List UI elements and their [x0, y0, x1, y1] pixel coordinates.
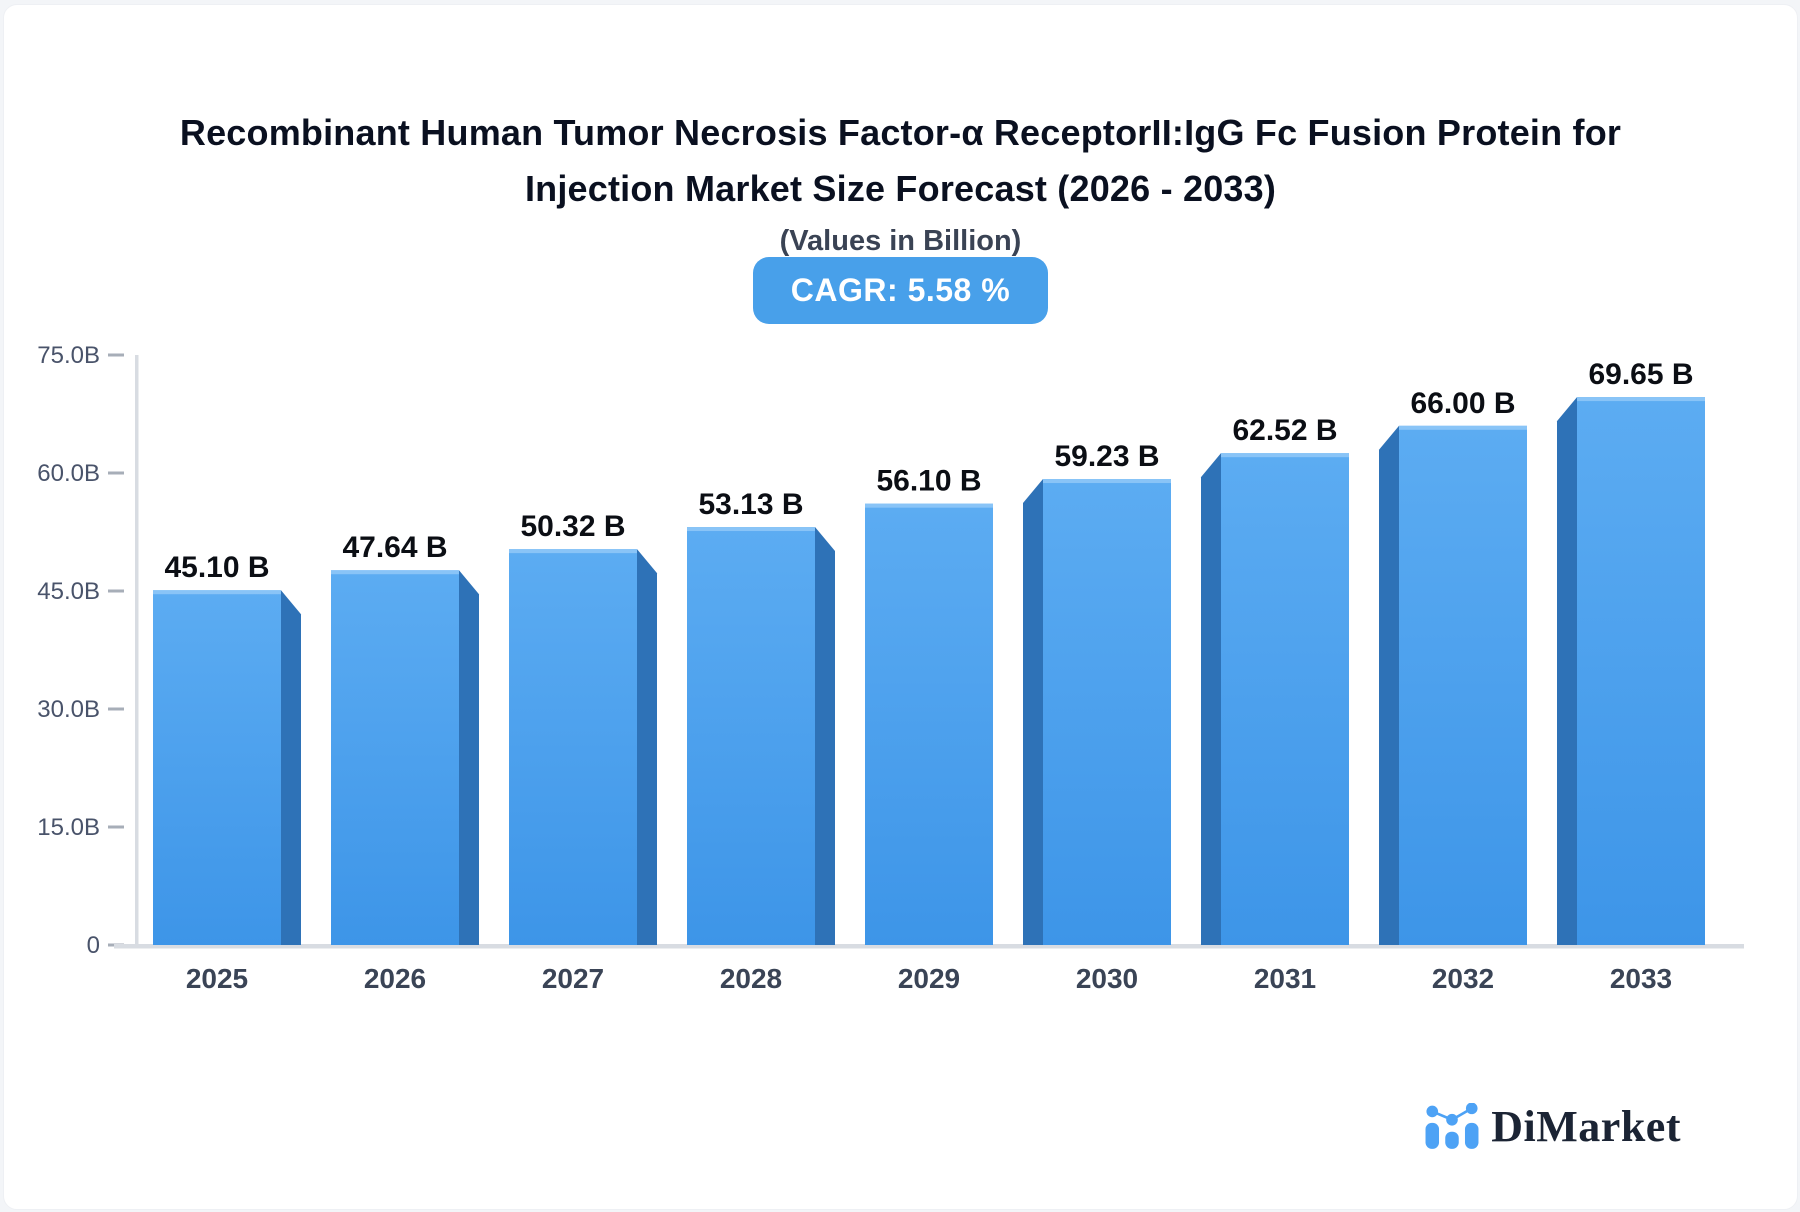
bar-value-label: 50.32 B — [520, 510, 625, 543]
bar-top-highlight — [1399, 425, 1527, 430]
bar-front-face — [153, 590, 281, 945]
bar-2030: 59.23 B 2030 — [1023, 440, 1171, 994]
bar-front-face — [865, 503, 993, 945]
bar-side-face — [1201, 453, 1221, 945]
bar-2025: 45.10 B 2025 — [153, 551, 301, 994]
bar-front-face — [1043, 479, 1171, 945]
x-axis-category-label: 2032 — [1432, 963, 1494, 994]
x-axis-line — [114, 944, 1744, 949]
y-tick-mark — [108, 471, 124, 475]
x-axis-category-label: 2033 — [1610, 963, 1672, 994]
bar-2026: 47.64 B 2026 — [331, 531, 479, 994]
y-tick-label: 0 — [87, 932, 100, 959]
bar-value-label: 56.10 B — [876, 465, 981, 498]
bar-top-highlight — [509, 549, 637, 554]
bar-top-highlight — [1043, 479, 1171, 484]
bar-2027: 50.32 B 2027 — [509, 510, 657, 994]
chart-subtitle: (Values in Billion) — [779, 225, 1022, 257]
y-axis-line — [135, 355, 139, 945]
bar-value-label: 47.64 B — [342, 531, 447, 564]
bar-side-face — [1557, 397, 1577, 945]
bar-side-face — [815, 527, 835, 945]
bar-2033: 69.65 B 2033 — [1557, 358, 1705, 994]
bar-front-face — [1399, 425, 1527, 945]
bar-value-label: 45.10 B — [164, 551, 269, 584]
chart-title-line2: Injection Market Size Forecast (2026 - 2… — [524, 168, 1277, 209]
chart-title-line1: Recombinant Human Tumor Necrosis Factor-… — [179, 112, 1622, 153]
bar-value-label: 66.00 B — [1410, 387, 1515, 420]
bar-2032: 66.00 B 2032 — [1379, 387, 1527, 994]
y-tick-mark — [108, 589, 124, 593]
bar-side-face — [281, 590, 301, 945]
bar-value-label: 53.13 B — [698, 488, 803, 521]
bar-chart: 0 15.0B 30.0B 45.0B 60.0B 75.0B 45.10 B 2025 47.… — [37, 342, 1744, 994]
bar-side-face — [459, 570, 479, 945]
y-tick-label: 75.0B — [37, 342, 100, 369]
logo: DiMarket — [1425, 1103, 1681, 1150]
chart-card: Recombinant Human Tumor Necrosis Factor-… — [3, 4, 1798, 1210]
bar-front-face — [1577, 397, 1705, 945]
y-tick-mark — [108, 353, 124, 357]
y-tick-mark — [108, 707, 124, 711]
bar-top-highlight — [1577, 397, 1705, 402]
bar-side-face — [637, 549, 657, 945]
bar-value-label: 59.23 B — [1054, 440, 1159, 473]
y-tick-label: 45.0B — [37, 578, 100, 605]
x-axis-category-label: 2027 — [542, 963, 604, 994]
bar-front-face — [1221, 453, 1349, 945]
chart-title: Recombinant Human Tumor Necrosis Factor-… — [4, 105, 1797, 217]
y-tick-label: 60.0B — [37, 460, 100, 487]
bar-side-face — [1379, 425, 1399, 945]
x-axis-category-label: 2028 — [720, 963, 782, 994]
bar-value-label: 69.65 B — [1588, 358, 1693, 391]
bar-side-face — [1023, 479, 1043, 945]
logo-text: DiMarket — [1491, 1102, 1681, 1151]
dimarket-logo-icon — [1425, 1103, 1479, 1149]
bar-top-highlight — [865, 503, 993, 508]
x-axis-category-label: 2031 — [1254, 963, 1316, 994]
bar-top-highlight — [331, 570, 459, 575]
bar-2029: 56.10 B 2029 — [865, 465, 993, 994]
bar-value-label: 62.52 B — [1232, 414, 1337, 447]
x-axis-category-label: 2029 — [898, 963, 960, 994]
bar-top-highlight — [153, 590, 281, 595]
y-tick-label: 15.0B — [37, 814, 100, 841]
cagr-badge: CAGR: 5.58 % — [752, 257, 1049, 324]
x-axis-category-label: 2030 — [1076, 963, 1138, 994]
bar-front-face — [509, 549, 637, 945]
bar-top-highlight — [687, 527, 815, 532]
cagr-badge-row: CAGR: 5.58 % — [4, 257, 1797, 324]
x-axis-category-label: 2026 — [364, 963, 426, 994]
x-axis-category-label: 2025 — [186, 963, 248, 994]
y-tick-label: 30.0B — [37, 696, 100, 723]
bar-front-face — [331, 570, 459, 945]
bar-2031: 62.52 B 2031 — [1201, 414, 1349, 994]
bar-top-highlight — [1221, 453, 1349, 458]
bar-2028: 53.13 B 2028 — [687, 488, 835, 994]
bar-front-face — [687, 527, 815, 945]
y-tick-mark — [108, 825, 124, 829]
